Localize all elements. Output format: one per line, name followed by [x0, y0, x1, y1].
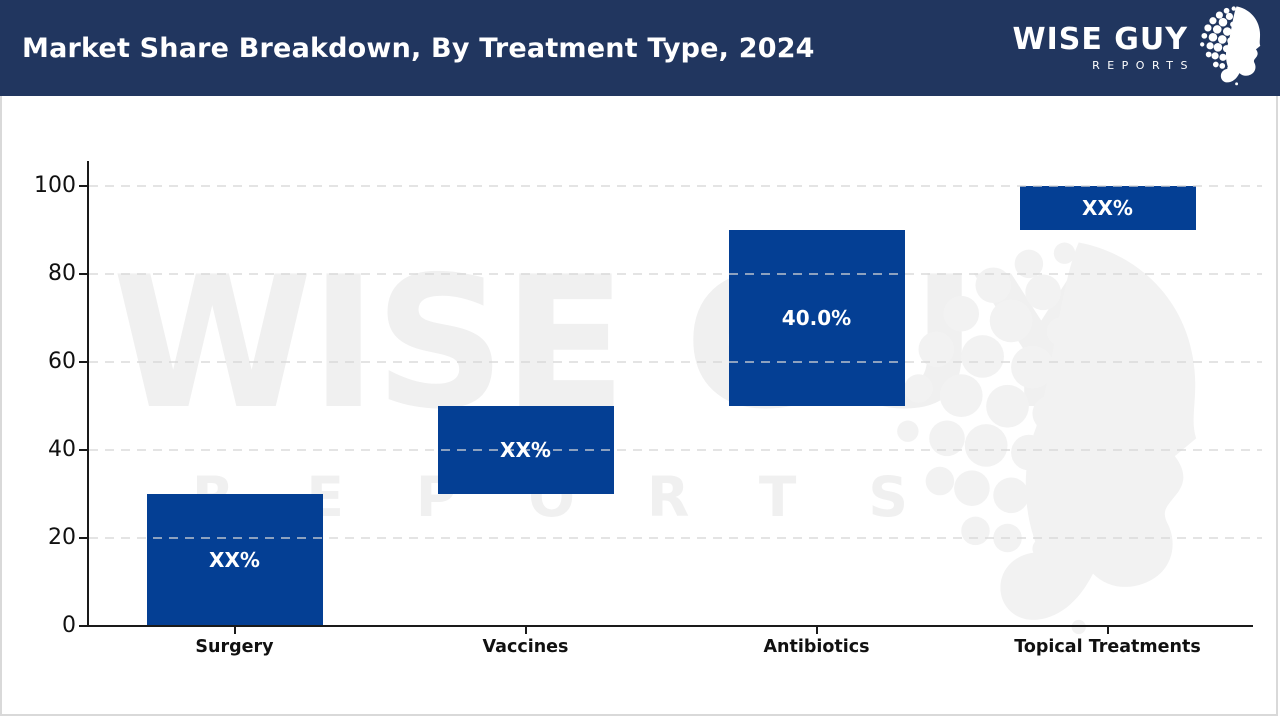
y-tick-mark	[79, 185, 89, 187]
y-tick-mark	[79, 273, 89, 275]
x-category-label: Vaccines	[482, 637, 569, 657]
gridline	[89, 361, 1262, 363]
x-tick-mark	[815, 627, 818, 634]
x-tick-mark	[524, 627, 527, 634]
page-title: Market Share Breakdown, By Treatment Typ…	[22, 32, 815, 64]
x-axis-line	[87, 625, 1253, 627]
y-tick-mark	[79, 361, 89, 363]
bar-topical-treatments	[1019, 186, 1196, 230]
y-tick-mark	[79, 449, 89, 451]
logo-subtitle: REPORTS	[1092, 58, 1195, 72]
wiseguy-logo-text: WISE GUY REPORTS	[1012, 21, 1188, 72]
bar-antibiotics	[728, 230, 905, 406]
gridline	[89, 273, 1262, 275]
x-tick-mark	[1106, 627, 1109, 634]
gridline	[89, 185, 1262, 187]
bar-value-label-antibiotics: 40.0%	[781, 306, 852, 330]
y-tick-label: 60	[48, 349, 76, 374]
y-tick-mark	[79, 625, 89, 627]
y-tick-mark	[79, 537, 89, 539]
wiseguy-face-icon	[1190, 5, 1266, 91]
bar-value-label-topical-treatments: XX%	[1082, 196, 1133, 220]
y-axis-line	[87, 161, 89, 627]
x-category-label: Topical Treatments	[1014, 637, 1201, 657]
bar-value-label-surgery: XX%	[209, 548, 260, 572]
x-category-label: Surgery	[195, 637, 274, 657]
y-tick-label: 20	[48, 525, 76, 550]
y-tick-label: 0	[62, 613, 76, 638]
gridline	[89, 537, 1262, 539]
x-category-label: Antibiotics	[763, 637, 870, 657]
logo-wordmark: WISE GUY	[1012, 21, 1188, 57]
bar-value-label-vaccines: XX%	[500, 438, 551, 462]
gridline	[89, 449, 1262, 451]
wiseguy-logo: WISE GUY REPORTS	[1012, 5, 1266, 91]
bar-surgery	[146, 494, 323, 626]
y-tick-label: 100	[34, 173, 76, 198]
y-tick-label: 80	[48, 261, 76, 286]
x-tick-mark	[233, 627, 236, 634]
y-tick-label: 40	[48, 437, 76, 462]
header-bar: Market Share Breakdown, By Treatment Typ…	[0, 0, 1280, 96]
